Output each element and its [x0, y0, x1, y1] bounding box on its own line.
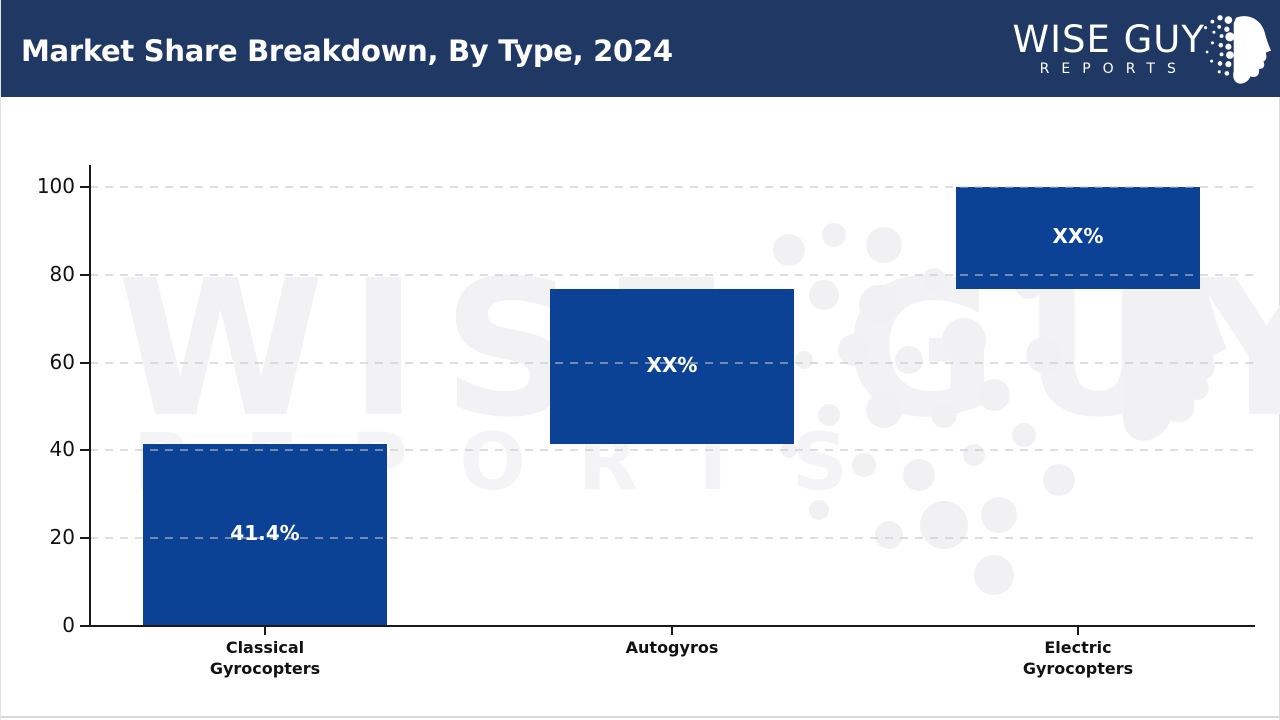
- plot-area: 0 20 40 60 80 100 41.4% Classical Gyrocopters XX…: [1, 97, 1280, 716]
- x-category-label: Classical Gyrocopters: [209, 638, 321, 678]
- header: Market Share Breakdown, By Type, 2024 WI…: [1, 0, 1280, 97]
- y-tick-label: 60: [49, 349, 75, 374]
- y-tick-mark: [80, 625, 89, 627]
- bar: [143, 444, 387, 626]
- x-tick-mark: [1077, 627, 1079, 635]
- y-tick-label: 20: [49, 525, 75, 550]
- y-tick-mark: [80, 361, 89, 364]
- page-title: Market Share Breakdown, By Type, 2024: [21, 34, 673, 68]
- y-tick-mark: [80, 273, 89, 276]
- x-category-label: Electric Gyrocopters: [1022, 638, 1134, 678]
- logo-subtext: REPORTS: [1039, 60, 1188, 77]
- logo-wordmark: WISE GUY: [1012, 18, 1205, 62]
- y-tick-label: 40: [49, 437, 75, 462]
- x-axis-line: [89, 625, 1255, 627]
- bar-value-label: XX%: [1052, 224, 1104, 249]
- gridline: [90, 273, 1254, 276]
- y-tick-label: 0: [62, 613, 75, 637]
- brand-logo: WISE GUY REPORTS: [1013, 5, 1271, 93]
- gridline: [90, 449, 1254, 452]
- y-tick-mark: [80, 537, 89, 540]
- bar-value-label: XX%: [646, 352, 698, 377]
- y-axis-line: [89, 165, 91, 626]
- brand-logo-text: WISE GUY REPORTS: [1012, 18, 1205, 77]
- gridline: [90, 361, 1254, 364]
- bar-value-label: 41.4%: [230, 521, 300, 546]
- bar: [550, 289, 794, 445]
- y-tick-label: 80: [49, 261, 75, 286]
- gridline: [90, 186, 1254, 188]
- x-tick-mark: [264, 627, 266, 635]
- logo-face-icon: [1204, 15, 1271, 84]
- bar: [956, 187, 1200, 290]
- bottom-divider: [1, 716, 1280, 718]
- x-tick-mark: [671, 627, 673, 635]
- x-category-label: Autogyros: [625, 638, 719, 657]
- y-tick-mark: [80, 186, 89, 188]
- gridline: [90, 537, 1254, 540]
- y-tick-label: 100: [36, 174, 75, 198]
- y-tick-mark: [80, 449, 89, 452]
